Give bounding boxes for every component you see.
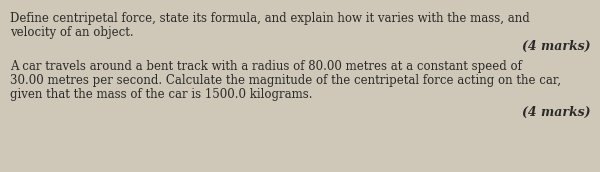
Text: velocity of an object.: velocity of an object. (10, 26, 134, 39)
Text: 30.00 metres per second. Calculate the magnitude of the centripetal force acting: 30.00 metres per second. Calculate the m… (10, 74, 561, 87)
Text: (4 marks): (4 marks) (521, 40, 590, 53)
Text: (4 marks): (4 marks) (521, 106, 590, 119)
Text: A car travels around a bent track with a radius of 80.00 metres at a constant sp: A car travels around a bent track with a… (10, 60, 522, 73)
Text: given that the mass of the car is 1500.0 kilograms.: given that the mass of the car is 1500.0… (10, 88, 313, 101)
Text: Define centripetal force, state its formula, and explain how it varies with the : Define centripetal force, state its form… (10, 12, 530, 25)
